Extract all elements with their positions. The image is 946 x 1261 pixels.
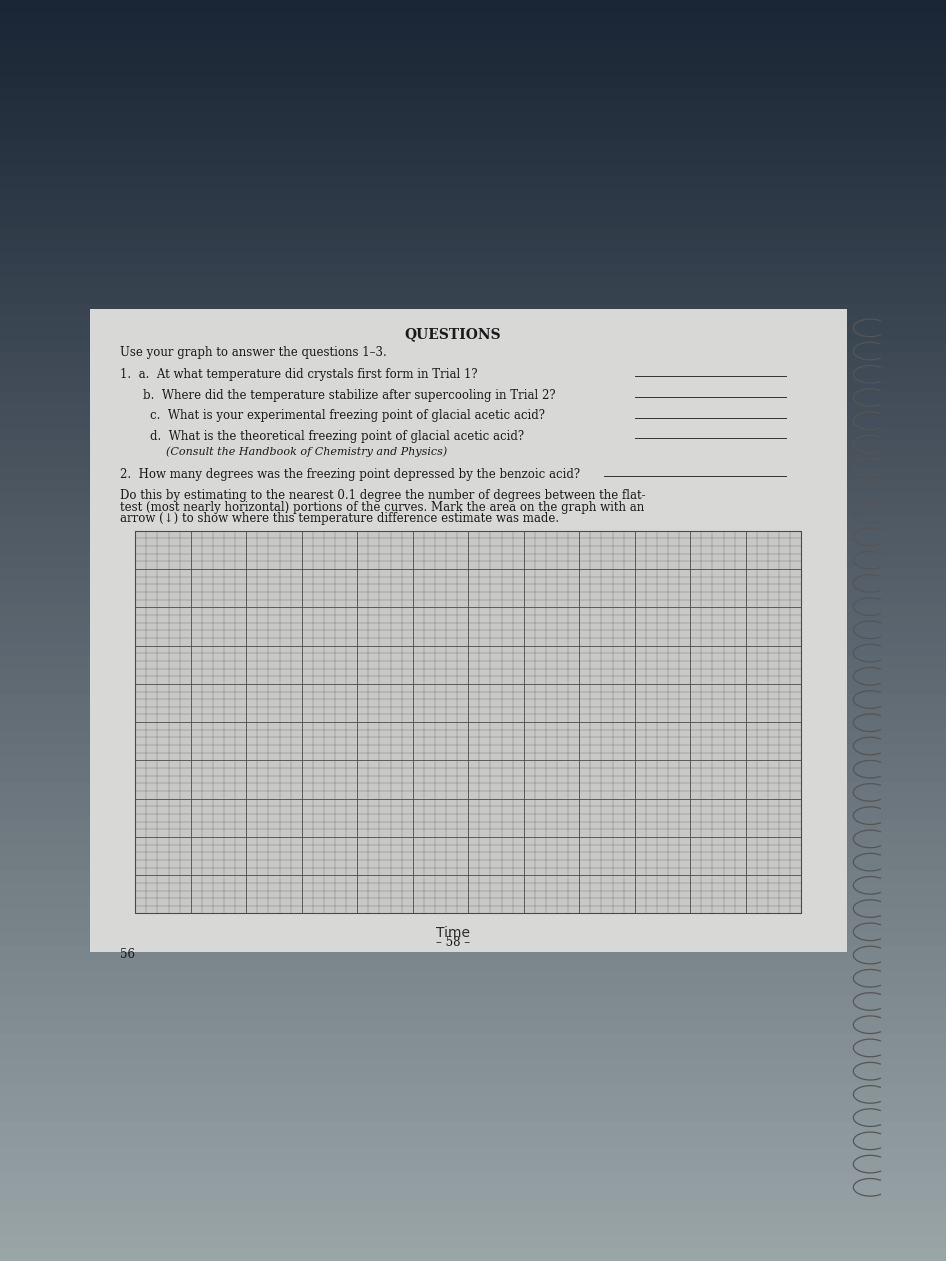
Text: b.  Where did the temperature stabilize after supercooling in Trial 2?: b. Where did the temperature stabilize a… (143, 388, 555, 402)
Text: QUESTIONS: QUESTIONS (405, 327, 501, 340)
Text: (Consult the Handbook of Chemistry and Physics): (Consult the Handbook of Chemistry and P… (166, 446, 447, 458)
Text: 56: 56 (120, 948, 135, 961)
Text: Use your graph to answer the questions 1–3.: Use your graph to answer the questions 1… (120, 347, 387, 359)
Text: – 58 –: – 58 – (436, 936, 470, 950)
Bar (90, 309, 847, 952)
Text: test (most nearly horizontal) portions of the curves. Mark the area on the graph: test (most nearly horizontal) portions o… (120, 501, 644, 513)
Text: 2.  How many degrees was the freezing point depressed by the benzoic acid?: 2. How many degrees was the freezing poi… (120, 468, 580, 482)
Text: c.  What is your experimental freezing point of glacial acetic acid?: c. What is your experimental freezing po… (150, 410, 546, 422)
Text: 1.  a.  At what temperature did crystals first form in Trial 1?: 1. a. At what temperature did crystals f… (120, 368, 478, 381)
Text: arrow (↓) to show where this temperature difference estimate was made.: arrow (↓) to show where this temperature… (120, 512, 559, 525)
Bar (135, 531, 801, 913)
Text: d.  What is the theoretical freezing point of glacial acetic acid?: d. What is the theoretical freezing poin… (150, 430, 524, 443)
Text: Do this by estimating to the nearest 0.1 degree the number of degrees between th: Do this by estimating to the nearest 0.1… (120, 489, 646, 502)
Text: Time: Time (436, 927, 470, 941)
